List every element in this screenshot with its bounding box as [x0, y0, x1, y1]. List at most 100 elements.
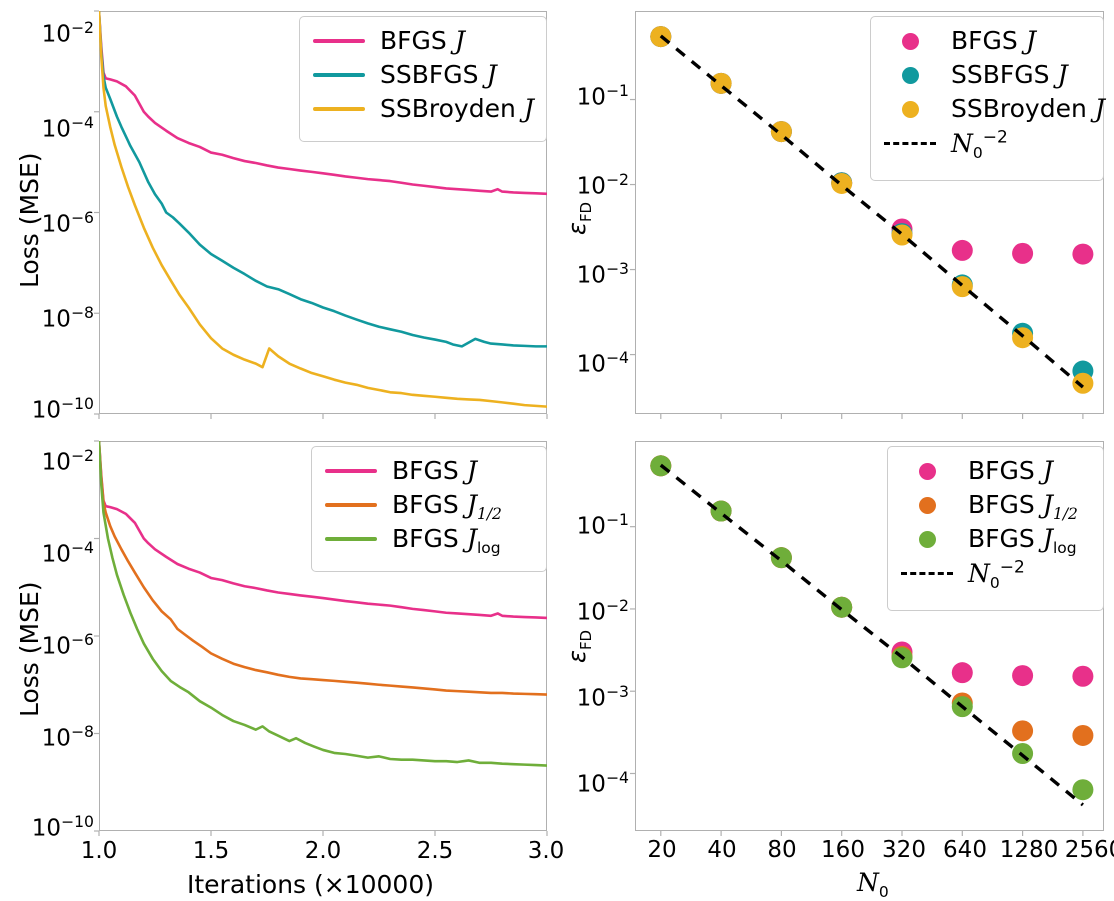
- xtick-bl-3: 2.5: [416, 838, 454, 864]
- legend-item-bfgs-half: BFGS J1/2: [899, 488, 1090, 522]
- scatter-point: [831, 596, 853, 618]
- ytick-br-0: 10−1: [576, 509, 629, 540]
- ytick-br-3: 10−4: [576, 767, 629, 798]
- scatter-point: [1072, 665, 1094, 687]
- legend-label-bfgs: BFGS J: [951, 26, 1036, 56]
- ytick-bl-1: 10−4: [41, 537, 94, 568]
- scatter-point: [770, 121, 792, 143]
- ytick-bl-4: 10−10: [31, 811, 94, 842]
- legend-item-bfgs: BFGS J: [323, 454, 533, 488]
- legend-top-right: BFGS J SSBFGS J SSBroyden J N0−2: [870, 16, 1105, 181]
- xlabel-bottom-left: Iterations (×10000): [187, 870, 434, 899]
- legend-item-reference: N0−2: [882, 126, 1090, 160]
- xtick-bl-2: 2.0: [304, 838, 342, 864]
- scatter-point: [951, 662, 973, 684]
- ytick-tr-1: 10−2: [576, 169, 629, 200]
- ytick-br-1: 10−2: [576, 595, 629, 626]
- scatter-point: [1012, 720, 1034, 742]
- series-line-2: [99, 11, 547, 408]
- legend-line-swatch-bfgs: [311, 38, 367, 44]
- series-line-1: [99, 11, 547, 348]
- legend-label-ssbfgs: SSBFGS J: [951, 60, 1068, 90]
- xtick-br-3: 160: [821, 837, 865, 863]
- legend-item-bfgs-log: BFGS Jlog: [899, 522, 1090, 556]
- panel-bottom-right: 10−1 10−2 10−3 10−4 20 40 80 160 320 640…: [557, 441, 1114, 900]
- legend-label-bfgs: BFGS J: [968, 456, 1053, 486]
- legend-item-bfgs-half: BFGS J1/2: [323, 488, 533, 522]
- legend-label-ssbroyden: SSBroyden J: [380, 94, 534, 124]
- scatter-point: [1072, 779, 1094, 801]
- scatter-point: [951, 239, 973, 261]
- legend-line-swatch-ssbroyden: [311, 106, 367, 112]
- ylabel-bottom-right: εFD: [563, 630, 595, 663]
- scatter-point: [770, 547, 792, 569]
- xtick-bl-0: 1.0: [80, 838, 118, 864]
- legend-line-swatch-ssbfgs: [311, 72, 367, 78]
- legend-line-swatch-bfgs-half: [323, 502, 379, 508]
- xtick-br-6: 1280: [999, 837, 1059, 863]
- ytick-tr-0: 10−1: [576, 80, 629, 111]
- legend-item-ssbfgs: SSBFGS J: [311, 58, 533, 92]
- xtick-br-0: 20: [647, 837, 677, 863]
- plot-area-top-left: [94, 10, 548, 419]
- legend-label-ssbfgs: SSBFGS J: [380, 60, 497, 90]
- ytick-br-2: 10−3: [576, 681, 629, 712]
- scatter-point: [1072, 724, 1094, 746]
- legend-dot-swatch-bfgs-log: [899, 530, 955, 548]
- panel-top-left: 10−2 10−4 10−6 10−8 10−10 Loss (MSE) BFG…: [0, 0, 557, 441]
- scatter-point: [1012, 242, 1034, 264]
- ylabel-top-right: εFD: [563, 202, 595, 235]
- legend-item-ssbroyden: SSBroyden J: [311, 92, 534, 126]
- legend-label-bfgs-half: BFGS J1/2: [968, 490, 1078, 523]
- ytick-tl-3: 10−8: [41, 302, 94, 333]
- legend-label-reference: N0−2: [968, 557, 1025, 592]
- xtick-br-4: 320: [882, 837, 926, 863]
- ytick-tr-2: 10−3: [576, 258, 629, 289]
- ytick-tr-3: 10−4: [576, 347, 629, 378]
- legend-label-bfgs-half: BFGS J1/2: [392, 490, 502, 523]
- legend-label-ssbroyden: SSBroyden J: [951, 94, 1105, 124]
- legend-dot-swatch-bfgs-half: [899, 496, 955, 514]
- plot-area-bottom-left: [94, 440, 548, 836]
- legend-line-swatch-bfgs-log: [323, 536, 379, 542]
- legend-item-bfgs: BFGS J: [899, 454, 1090, 488]
- ytick-bl-3: 10−8: [41, 721, 94, 752]
- legend-dot-swatch-ssbroyden: [882, 100, 938, 118]
- legend-dot-swatch-ssbfgs: [882, 66, 938, 84]
- ytick-tl-0: 10−2: [41, 17, 94, 48]
- legend-item-bfgs: BFGS J: [311, 24, 533, 58]
- xtick-br-2: 80: [767, 837, 797, 863]
- xtick-br-1: 40: [707, 837, 737, 863]
- ytick-tl-1: 10−4: [41, 112, 94, 143]
- legend-item-reference: N0−2: [899, 556, 1090, 590]
- ytick-tl-4: 10−10: [31, 393, 94, 424]
- ylabel-top-left: Loss (MSE): [15, 152, 44, 288]
- legend-item-bfgs: BFGS J: [882, 24, 1090, 58]
- series-line-2: [99, 441, 547, 767]
- legend-top-left: BFGS J SSBFGS J SSBroyden J: [299, 16, 547, 142]
- series-line-0: [99, 11, 547, 196]
- xtick-bl-1: 1.5: [192, 838, 230, 864]
- legend-item-bfgs-log: BFGS Jlog: [323, 522, 533, 556]
- plot-area-bottom-right: [630, 455, 1094, 836]
- legend-label-bfgs-log: BFGS Jlog: [392, 524, 501, 557]
- legend-label-reference: N0−2: [951, 127, 1008, 162]
- series-line-0: [99, 441, 547, 620]
- legend-line-swatch-bfgs: [323, 468, 379, 474]
- legend-label-bfgs: BFGS J: [392, 456, 477, 486]
- xtick-br-5: 640: [943, 837, 987, 863]
- legend-dashed-swatch-reference: [899, 571, 955, 575]
- ytick-bl-2: 10−6: [41, 629, 94, 660]
- scatter-point: [1072, 243, 1094, 265]
- series-line-1: [99, 441, 547, 696]
- legend-item-ssbroyden: SSBroyden J: [882, 92, 1105, 126]
- legend-dashed-swatch-reference: [882, 141, 938, 145]
- scatter-point: [1012, 665, 1034, 687]
- ytick-bl-0: 10−2: [41, 445, 94, 476]
- legend-item-ssbfgs: SSBFGS J: [882, 58, 1090, 92]
- xtick-br-7: 2560: [1064, 837, 1114, 863]
- reference-line: [659, 463, 1084, 807]
- plot-area-top-right: [630, 26, 1094, 419]
- xtick-bl-4: 3.0: [527, 838, 565, 864]
- legend-label-bfgs-log: BFGS Jlog: [968, 524, 1077, 557]
